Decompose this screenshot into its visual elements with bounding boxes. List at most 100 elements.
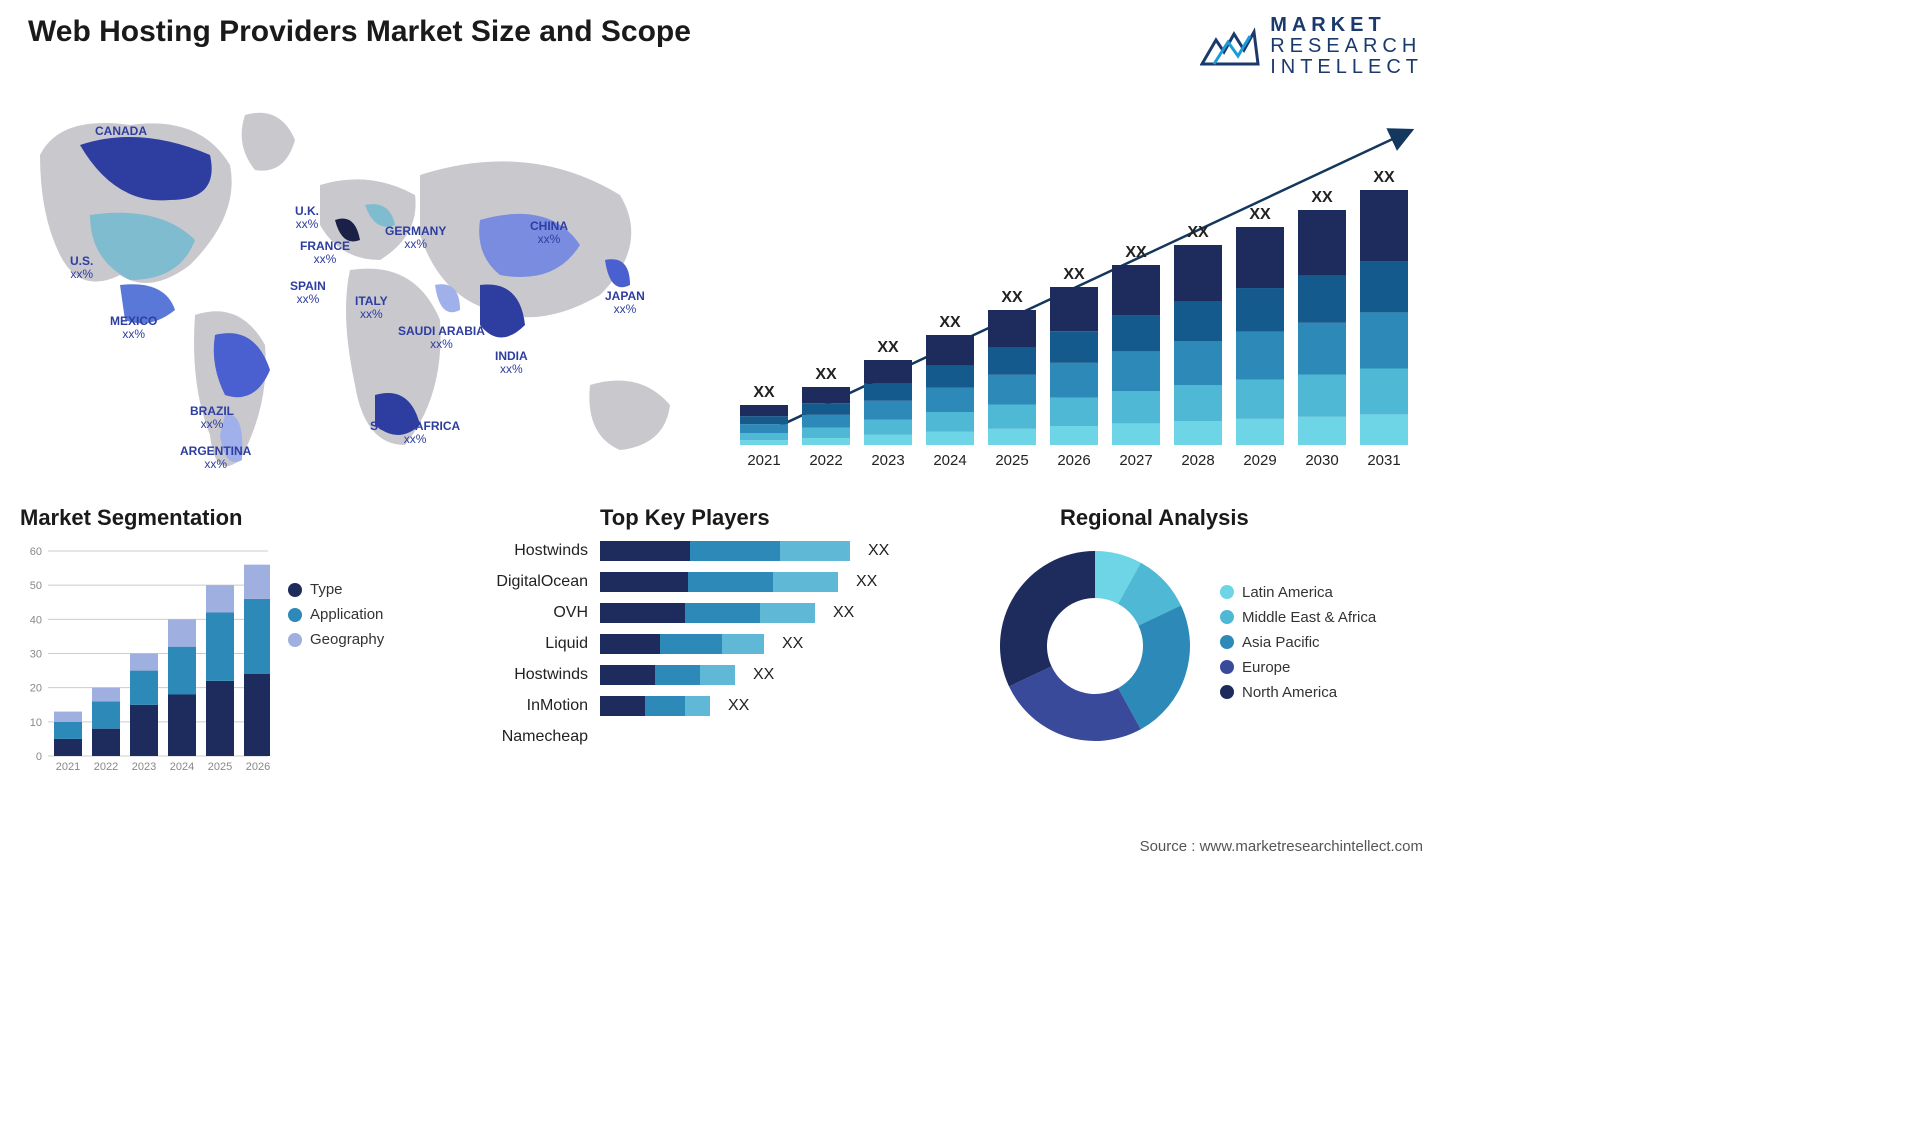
map-label-argentina: ARGENTINAxx% — [180, 445, 251, 471]
player-bar-seg — [690, 541, 780, 561]
growth-bar-seg — [1050, 398, 1098, 426]
player-name: DigitalOcean — [470, 573, 588, 591]
regional-legend-item: Middle East & Africa — [1220, 609, 1376, 626]
growth-bar-label: XX — [1187, 224, 1209, 241]
regional-legend: Latin AmericaMiddle East & AfricaAsia Pa… — [1220, 584, 1376, 709]
growth-bar-seg — [1298, 323, 1346, 375]
player-row: DigitalOcean XX — [470, 572, 980, 592]
seg-bar-seg — [244, 599, 270, 674]
growth-year-label: 2024 — [933, 452, 966, 469]
growth-bar-seg — [802, 403, 850, 415]
logo-line1: MARKET — [1270, 15, 1423, 36]
seg-bar-seg — [244, 565, 270, 599]
player-value: XX — [728, 697, 749, 715]
growth-bar-label: XX — [1063, 266, 1085, 283]
growth-bar-seg — [740, 433, 788, 440]
seg-bar-seg — [92, 729, 120, 756]
player-bar-seg — [600, 603, 685, 623]
seg-legend-item: Application — [288, 606, 384, 623]
player-bar-seg — [600, 572, 688, 592]
seg-ytick: 20 — [30, 683, 42, 695]
player-name: OVH — [470, 604, 588, 622]
growth-bar-seg — [864, 420, 912, 435]
growth-bar-label: XX — [1249, 206, 1271, 223]
growth-year-label: 2030 — [1305, 452, 1338, 469]
growth-year-label: 2023 — [871, 452, 904, 469]
player-bar-seg — [688, 572, 773, 592]
legend-swatch — [1220, 585, 1234, 599]
growth-bar-label: XX — [1001, 289, 1023, 306]
growth-bar-label: XX — [1125, 244, 1147, 261]
legend-label: North America — [1242, 684, 1337, 701]
segmentation-chart: 0102030405060202120222023202420252026 — [20, 541, 270, 781]
growth-bar-seg — [1360, 369, 1408, 415]
regional-legend-item: Europe — [1220, 659, 1376, 676]
growth-bar-seg — [1050, 331, 1098, 363]
seg-bar-seg — [168, 695, 196, 757]
growth-bar-seg — [1112, 391, 1160, 423]
growth-bar-seg — [1050, 426, 1098, 445]
growth-bar-label: XX — [815, 366, 837, 383]
growth-bar-seg — [988, 348, 1036, 375]
player-bar-seg — [600, 696, 645, 716]
seg-ytick: 10 — [30, 717, 42, 729]
legend-label: Geography — [310, 631, 384, 648]
player-bar-seg — [685, 696, 710, 716]
seg-bar-seg — [168, 647, 196, 695]
growth-year-label: 2021 — [747, 452, 780, 469]
legend-swatch — [1220, 610, 1234, 624]
map-label-india: INDIAxx% — [495, 350, 528, 376]
growth-bar-seg — [864, 435, 912, 445]
growth-bar-seg — [1298, 276, 1346, 323]
seg-bar-seg — [92, 701, 120, 728]
growth-bar-seg — [926, 366, 974, 388]
player-name: Liquid — [470, 635, 588, 653]
growth-bar-label: XX — [877, 339, 899, 356]
player-row: HostwindsXX — [470, 665, 980, 685]
seg-bar-seg — [92, 688, 120, 702]
growth-bar-seg — [1174, 301, 1222, 341]
growth-bar-seg — [802, 387, 850, 403]
map-label-france: FRANCExx% — [300, 240, 350, 266]
legend-label: Europe — [1242, 659, 1290, 676]
growth-bar-seg — [926, 412, 974, 432]
player-name: Hostwinds — [470, 542, 588, 560]
player-row: Liquid XX — [470, 634, 980, 654]
growth-bar-seg — [740, 405, 788, 416]
seg-bar-seg — [54, 739, 82, 756]
growth-bar-seg — [1236, 380, 1284, 419]
growth-bar-seg — [1174, 385, 1222, 421]
map-label-mexico: MEXICOxx% — [110, 315, 157, 341]
logo-line3: INTELLECT — [1270, 57, 1423, 78]
player-value: XX — [856, 573, 877, 591]
segmentation-title: Market Segmentation — [20, 505, 460, 531]
growth-bar-seg — [1050, 287, 1098, 331]
growth-bar-seg — [1236, 332, 1284, 380]
seg-legend-item: Geography — [288, 631, 384, 648]
seg-bar-seg — [54, 712, 82, 722]
growth-year-label: 2031 — [1367, 452, 1400, 469]
growth-bar-label: XX — [1311, 189, 1333, 206]
map-label-south-africa: SOUTH AFRICAxx% — [370, 420, 460, 446]
world-map: CANADAxx%U.S.xx%MEXICOxx%BRAZILxx%ARGENT… — [20, 85, 710, 485]
growth-bar-seg — [1236, 288, 1284, 332]
legend-label: Middle East & Africa — [1242, 609, 1376, 626]
player-bar-seg — [600, 665, 655, 685]
regional-section: Regional Analysis Latin AmericaMiddle Ea… — [990, 505, 1430, 805]
seg-ytick: 30 — [30, 649, 42, 661]
growth-bar-seg — [1174, 421, 1222, 445]
map-label-japan: JAPANxx% — [605, 290, 645, 316]
seg-ytick: 50 — [30, 580, 42, 592]
player-bar-seg — [760, 603, 815, 623]
player-bar — [600, 634, 764, 654]
growth-bar-seg — [1236, 419, 1284, 445]
legend-swatch — [1220, 660, 1234, 674]
seg-ytick: 60 — [30, 546, 42, 558]
growth-bar-label: XX — [939, 314, 961, 331]
player-value: XX — [782, 635, 803, 653]
player-bar — [600, 572, 838, 592]
legend-label: Asia Pacific — [1242, 634, 1320, 651]
players-section: Top Key Players HostwindsXXDigitalOceanX… — [470, 505, 980, 805]
map-label-u-s-: U.S.xx% — [70, 255, 93, 281]
map-label-germany: GERMANYxx% — [385, 225, 446, 251]
